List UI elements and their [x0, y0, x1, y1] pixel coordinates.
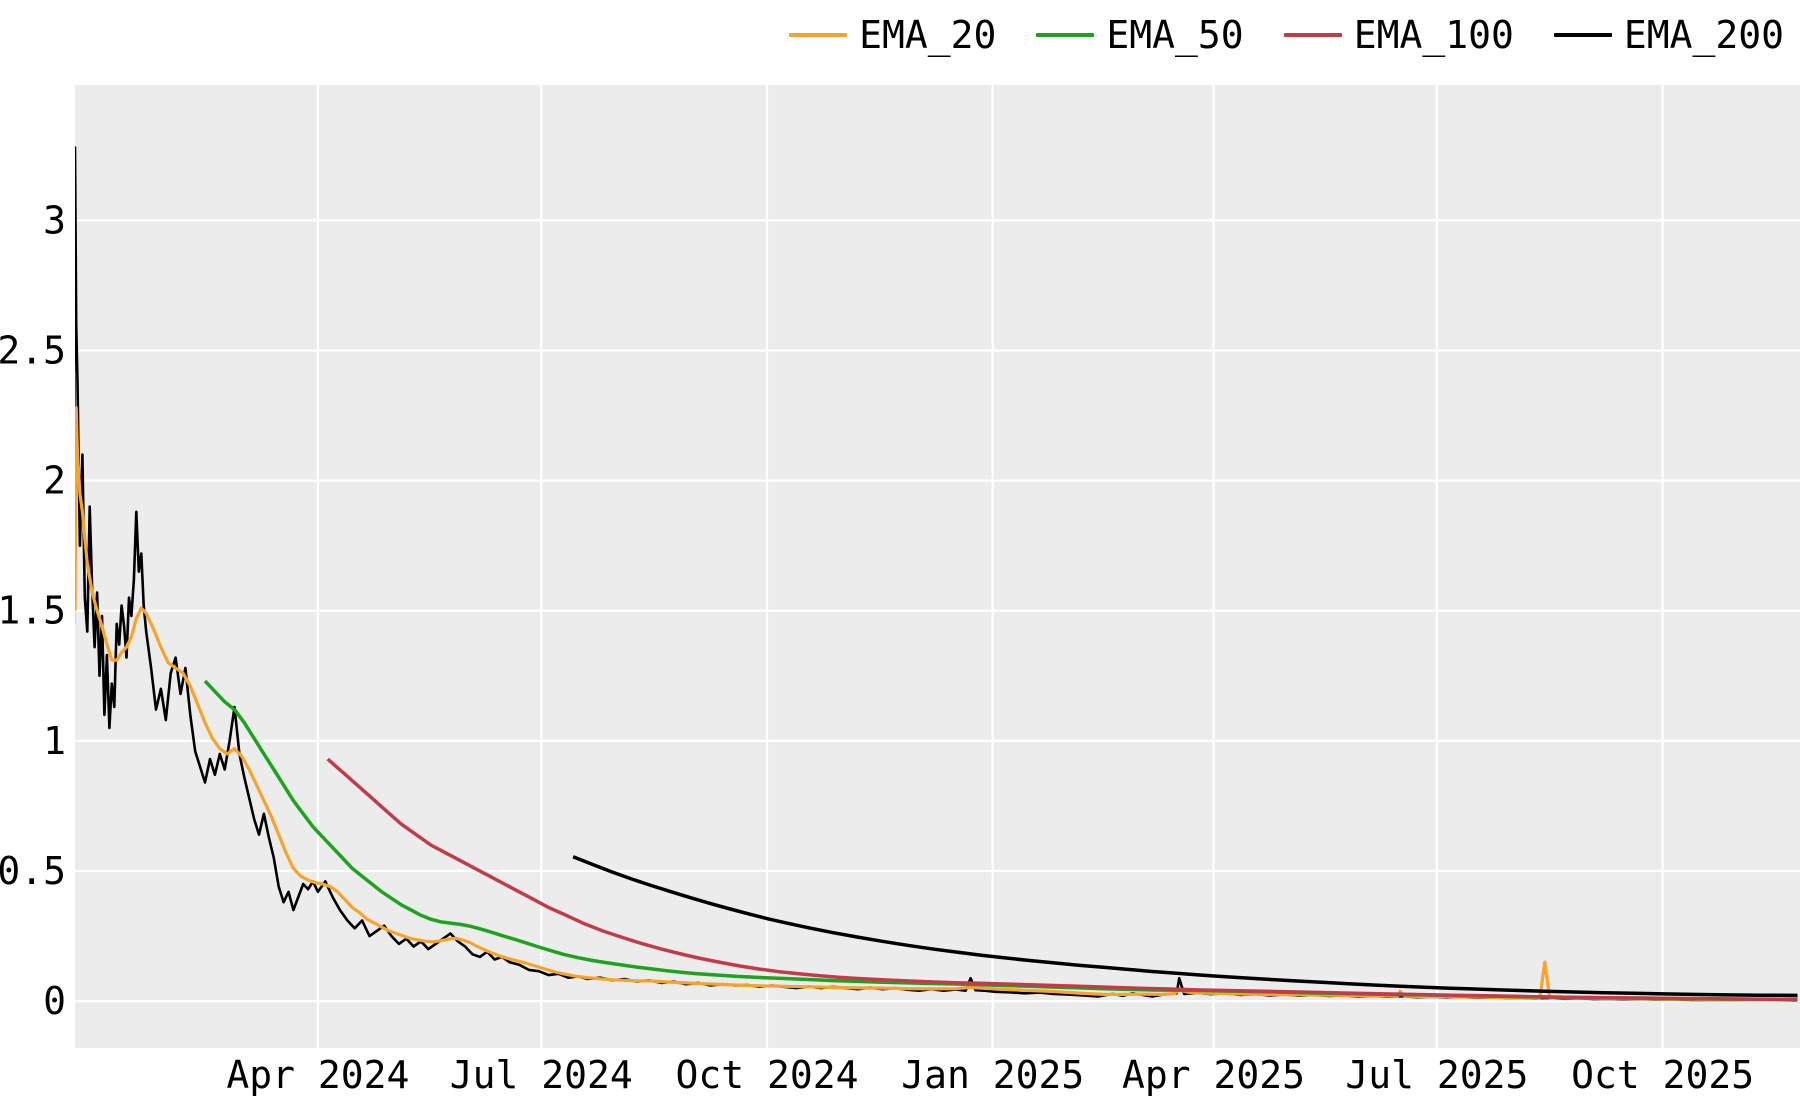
series-group — [75, 146, 1798, 1002]
x-tick-label-apr-2025: Apr 2025 — [1122, 1053, 1305, 1097]
series-line-ema_100 — [326, 757, 1798, 1002]
x-tick-label-jul-2025: Jul 2025 — [1345, 1053, 1528, 1097]
legend-label: EMA_50 — [1106, 13, 1244, 57]
x-tick-label-oct-2024: Oct 2024 — [675, 1053, 858, 1097]
y-tick-label-1: 1 — [43, 719, 66, 763]
y-tick-label-3: 3 — [43, 198, 66, 242]
x-tick-label-jul-2024: Jul 2024 — [450, 1053, 633, 1097]
x-tick-label-jan-2025: Jan 2025 — [901, 1053, 1084, 1097]
y-tick-label-0: 0 — [43, 979, 66, 1023]
legend-item-ema_50: EMA_50 — [1036, 13, 1244, 57]
chart-legend: EMA_20 EMA_50 EMA_100 EMA_200 — [789, 16, 1784, 54]
legend-item-ema_100: EMA_100 — [1283, 13, 1514, 57]
y-tick-label-2: 2 — [43, 459, 66, 503]
y-tick-label-0.5: 0.5 — [0, 849, 66, 893]
plot-background — [75, 85, 1800, 1048]
series-line-ema_20 — [75, 406, 1798, 1002]
legend-item-ema_20: EMA_20 — [789, 16, 996, 54]
legend-line-swatch — [789, 33, 848, 37]
y-tick-label-1.5: 1.5 — [0, 589, 66, 633]
legend-item-ema_200: EMA_200 — [1553, 13, 1784, 57]
y-tick-label-2.5: 2.5 — [0, 328, 66, 372]
legend-label: EMA_100 — [1353, 13, 1514, 57]
legend-line-swatch — [1283, 33, 1342, 37]
legend-label: EMA_200 — [1623, 13, 1784, 57]
series-line-ema_200 — [572, 855, 1798, 998]
legend-line-swatch — [1036, 33, 1095, 37]
legend-label: EMA_20 — [859, 13, 997, 57]
x-tick-label-apr-2024: Apr 2024 — [226, 1053, 409, 1097]
x-tick-label-oct-2025: Oct 2025 — [1571, 1053, 1754, 1097]
legend-line-swatch — [1553, 33, 1612, 37]
